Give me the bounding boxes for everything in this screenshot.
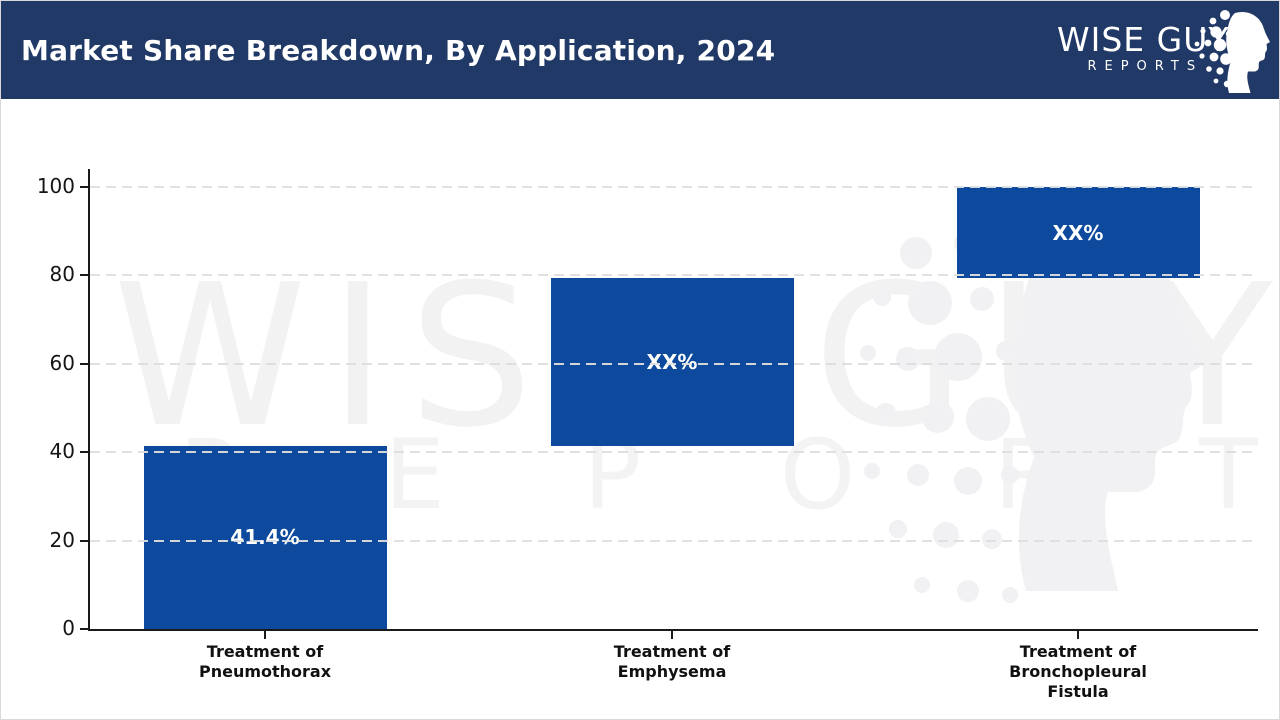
x-tick (671, 631, 673, 639)
y-tick (80, 362, 88, 365)
bar-value-label: XX% (646, 350, 698, 375)
logo-subtext: REPORTS (1087, 59, 1204, 74)
x-tick (1077, 631, 1079, 639)
watermark-face-icon (860, 233, 1206, 603)
chart-title: Market Share Breakdown, By Application, … (21, 33, 776, 67)
bar-segment: 41.4% (143, 446, 387, 629)
bar-value-label: XX% (1052, 220, 1104, 245)
gridline (90, 274, 1257, 277)
y-axis-line (88, 169, 90, 631)
header-banner: Market Share Breakdown, By Application, … (1, 1, 1279, 99)
wise-guy-reports-logo: WISE GUY REPORTS (1021, 7, 1271, 95)
bar-segment: XX% (956, 187, 1200, 279)
y-tick (80, 186, 88, 188)
y-tick-label: 0 (62, 616, 75, 640)
logo-head-icon (1194, 10, 1270, 93)
y-tick-label: 60 (49, 350, 75, 375)
y-tick (80, 451, 88, 454)
y-tick-label: 100 (36, 174, 75, 198)
y-tick-label: 20 (49, 527, 75, 552)
gridline (90, 362, 1257, 365)
logo-wordmark: WISE GUY (1057, 20, 1230, 59)
bar-segment: XX% (550, 278, 794, 446)
x-tick (264, 631, 266, 639)
y-tick (80, 628, 88, 630)
y-tick (80, 539, 88, 542)
bar-value-label: 41.4% (230, 525, 300, 550)
logo-text: WISE GUY REPORTS (1057, 20, 1230, 75)
x-axis-line (88, 629, 1258, 631)
gridline (90, 539, 1257, 542)
y-tick-label: 80 (49, 262, 75, 287)
x-axis-label: Treatment of Bronchopleural Fistula (1009, 642, 1147, 701)
x-axis-label: Treatment of Pneumothorax (198, 642, 332, 681)
y-tick (80, 274, 88, 277)
x-axis-label: Treatment of Emphysema (613, 642, 731, 681)
gridline (90, 186, 1257, 188)
y-tick-label: 40 (49, 439, 75, 464)
gridline (90, 451, 1257, 454)
